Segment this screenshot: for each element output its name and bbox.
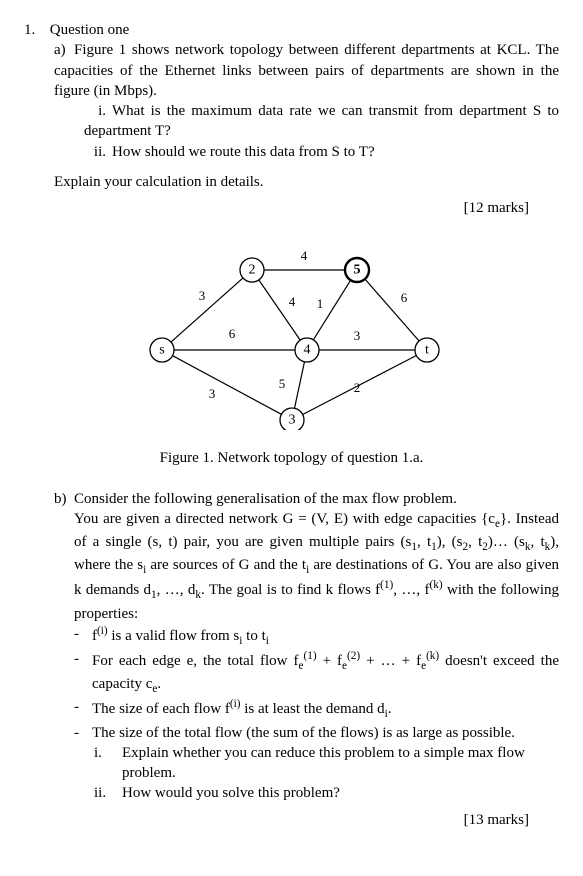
svg-text:4: 4 xyxy=(300,248,307,263)
part-a-label: a) xyxy=(54,40,74,60)
b-sub-ii-label: ii. xyxy=(94,783,122,803)
part-a-sub-ii: ii. How should we route this data from S … xyxy=(84,142,559,162)
svg-text:4: 4 xyxy=(288,294,295,309)
svg-text:3: 3 xyxy=(198,288,205,303)
part-a-marks: [12 marks] xyxy=(24,198,529,218)
bullet-3: - The size of each flow f(i) is at least… xyxy=(74,697,559,722)
b-sub-i-text: Explain whether you can reduce this prob… xyxy=(122,743,559,784)
bullet-2: - For each edge e, the total flow fe(1) … xyxy=(74,649,559,697)
svg-text:2: 2 xyxy=(353,380,360,395)
b-sub-i-label: i. xyxy=(94,743,122,784)
svg-text:5: 5 xyxy=(353,263,360,278)
svg-text:6: 6 xyxy=(400,290,407,305)
part-a-text: Figure 1 shows network topology between … xyxy=(54,42,559,99)
sub-i-label: i. xyxy=(84,101,106,121)
svg-text:t: t xyxy=(425,343,429,358)
part-b-sub-i: i. Explain whether you can reduce this p… xyxy=(94,743,559,784)
question-title: Question one xyxy=(50,20,130,40)
part-a-sub-i: i.What is the maximum data rate we can t… xyxy=(84,101,559,142)
svg-text:2: 2 xyxy=(248,263,255,278)
svg-text:6: 6 xyxy=(228,326,235,341)
network-diagram: 3 6 3 4 4 1 6 3 5 2 s 2 5 4 3 t xyxy=(132,240,452,430)
sub-ii-label: ii. xyxy=(84,142,106,162)
part-b-intro: Consider the following generalisation of… xyxy=(74,491,457,507)
sub-i-text: What is the maximum data rate we can tra… xyxy=(84,103,559,139)
part-a-explain: Explain your calculation in details. xyxy=(54,172,559,192)
svg-text:5: 5 xyxy=(278,376,285,391)
sub-ii-text: How should we route this data from S to … xyxy=(112,144,375,160)
part-b-label: b) xyxy=(54,489,74,509)
bullet-4: - The size of the total flow (the sum of… xyxy=(74,723,559,743)
part-a: a)Figure 1 shows network topology betwee… xyxy=(54,40,559,101)
svg-text:s: s xyxy=(159,343,164,358)
question-number: 1. xyxy=(24,20,46,40)
svg-text:1: 1 xyxy=(316,296,323,311)
svg-text:4: 4 xyxy=(303,343,310,358)
figure-caption: Figure 1. Network topology of question 1… xyxy=(24,448,559,468)
b-sub-ii-text: How would you solve this problem? xyxy=(122,783,340,803)
svg-text:3: 3 xyxy=(208,386,215,401)
svg-text:3: 3 xyxy=(288,413,295,428)
bullet-1: - f(i) is a valid flow from si to ti xyxy=(74,624,559,649)
svg-text:3: 3 xyxy=(353,328,360,343)
part-b: b)Consider the following generalisation … xyxy=(54,489,559,624)
part-b-marks: [13 marks] xyxy=(24,810,529,830)
figure-1: 3 6 3 4 4 1 6 3 5 2 s 2 5 4 3 t xyxy=(24,240,559,430)
bullet-list: - f(i) is a valid flow from si to ti - F… xyxy=(74,624,559,743)
part-b-sub-ii: ii. How would you solve this problem? xyxy=(94,783,559,803)
question-header: 1. Question one xyxy=(24,20,559,40)
part-b-para: You are given a directed network G = (V,… xyxy=(74,509,559,624)
